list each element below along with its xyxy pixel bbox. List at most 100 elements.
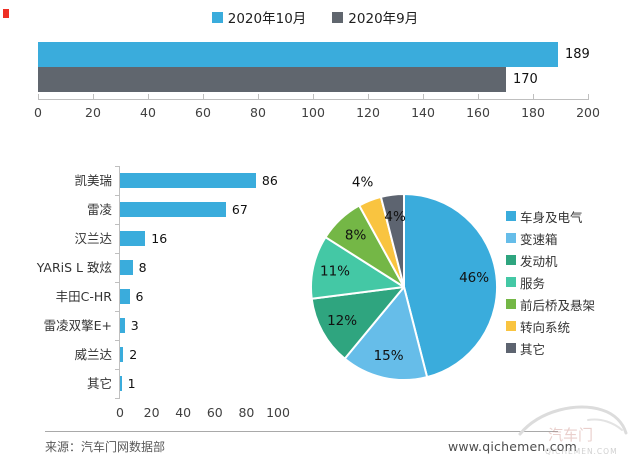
legend-item: 2020年9月 <box>332 7 418 27</box>
legend-swatch <box>506 277 516 287</box>
tick-label: 0 <box>34 105 42 120</box>
pie-label: 4% <box>352 174 374 190</box>
legend-label: 转向系统 <box>520 319 571 335</box>
legend-swatch <box>211 11 223 23</box>
pie-label: 15% <box>374 348 404 364</box>
tick-mark <box>115 195 120 196</box>
bar-segment <box>120 289 130 304</box>
tick-label: 20 <box>85 105 101 120</box>
bar-segment <box>120 376 122 391</box>
legend-swatch <box>332 11 344 23</box>
category-label: 凯美瑞 <box>74 173 112 188</box>
legend-label: 其它 <box>520 341 546 357</box>
x-axis-line <box>38 99 589 100</box>
red-marker <box>3 9 9 18</box>
legend-swatch <box>506 321 516 331</box>
tick-mark <box>588 94 589 99</box>
fault-pie-chart: 46% 15% 12% 11% 8% 4% 4% <box>298 168 518 403</box>
tick-label: 100 <box>301 105 325 120</box>
model-bar-chart: 凯美瑞 86 雷凌 67 汉兰达 16 YARiS L 致炫 8 丰田C-HR 6 雷凌双擎E+ 3 威… <box>0 155 300 425</box>
value-label: 189 <box>565 47 590 62</box>
legend-item: 车身及电气 <box>506 205 595 227</box>
pie-slice <box>379 192 405 288</box>
legend-swatch <box>506 233 516 243</box>
legend-label: 服务 <box>520 275 546 291</box>
monthly-comparison-chart: 189 170 0 20 40 60 80 100 120 140 160 180 200 <box>0 0 630 125</box>
pie-label: 46% <box>459 270 489 286</box>
legend-label: 发动机 <box>520 253 558 269</box>
legend-item: 发动机 <box>506 249 595 271</box>
bar-segment <box>120 318 125 333</box>
tick-mark <box>115 311 120 312</box>
value-label: 16 <box>151 231 168 246</box>
value-label: 67 <box>231 202 248 217</box>
legend-item: 前后桥及悬架 <box>506 293 595 315</box>
tick-label: 40 <box>140 105 156 120</box>
pie-label: 12% <box>327 313 357 329</box>
value-label: 1 <box>127 376 136 391</box>
tick-label: 60 <box>206 405 223 420</box>
tick-mark <box>115 166 120 167</box>
tick-mark <box>115 398 120 399</box>
category-label: YARiS L 致炫 <box>36 260 112 275</box>
tick-mark <box>38 94 39 99</box>
pie-label: 8% <box>345 228 367 244</box>
legend-swatch <box>506 255 516 265</box>
legend-swatch <box>506 343 516 353</box>
legend-item: 变速箱 <box>506 227 595 249</box>
legend-item: 服务 <box>506 271 595 293</box>
tick-label: 120 <box>356 105 380 120</box>
category-label: 雷凌 <box>86 202 112 217</box>
tick-mark <box>148 94 149 99</box>
tick-mark <box>115 253 120 254</box>
category-label: 其它 <box>86 376 112 391</box>
legend-item: 其它 <box>506 337 595 359</box>
tick-mark <box>533 94 534 99</box>
bar-segment <box>120 231 146 246</box>
tick-label: 200 <box>576 105 600 120</box>
legend-item: 2020年10月 <box>211 7 306 27</box>
legend-swatch <box>506 211 516 221</box>
tick-mark <box>115 369 120 370</box>
tick-label: 80 <box>238 405 255 420</box>
bar-segment <box>120 202 226 217</box>
pie-slice <box>343 286 429 382</box>
tick-label: 160 <box>466 105 490 120</box>
legend-label: 前后桥及悬架 <box>520 297 596 313</box>
pie-label: 4% <box>384 209 406 225</box>
value-label: 2 <box>129 347 138 362</box>
pie-slice <box>310 236 405 300</box>
tick-mark <box>115 340 120 341</box>
watermark-car-hood-icon <box>587 418 623 431</box>
bar-segment <box>38 42 558 67</box>
tick-label: 0 <box>116 405 124 420</box>
tick-label: 80 <box>250 105 266 120</box>
tick-label: 40 <box>175 405 192 420</box>
pie-legend: 车身及电气变速箱发动机服务前后桥及悬架 转向系统其它 <box>506 205 595 359</box>
legend-label: 2020年9月 <box>348 11 419 27</box>
legend-label: 车身及电气 <box>520 209 583 225</box>
legend-swatch <box>506 299 516 309</box>
pie-svg: 46% 15% 12% 11% 8% 4% 4% <box>310 174 498 382</box>
tick-label: 100 <box>266 405 290 420</box>
tick-mark <box>203 94 204 99</box>
category-label: 汉兰达 <box>74 231 112 246</box>
category-label: 雷凌双擎E+ <box>43 318 112 333</box>
tick-label: 20 <box>143 405 160 420</box>
category-label: 丰田C-HR <box>55 289 112 304</box>
tick-mark <box>368 94 369 99</box>
value-label: 86 <box>261 173 278 188</box>
tick-mark <box>423 94 424 99</box>
tick-mark <box>115 224 120 225</box>
bar-segment <box>120 260 133 275</box>
source-text: 来源：汽车门网数据部 <box>45 440 166 454</box>
legend-item: 转向系统 <box>506 315 595 337</box>
bar-segment <box>38 67 506 92</box>
legend-label: 变速箱 <box>520 231 558 247</box>
bar-segment <box>120 347 124 362</box>
value-label: 8 <box>138 260 147 275</box>
tick-mark <box>93 94 94 99</box>
tick-mark <box>313 94 314 99</box>
tick-mark <box>115 282 120 283</box>
